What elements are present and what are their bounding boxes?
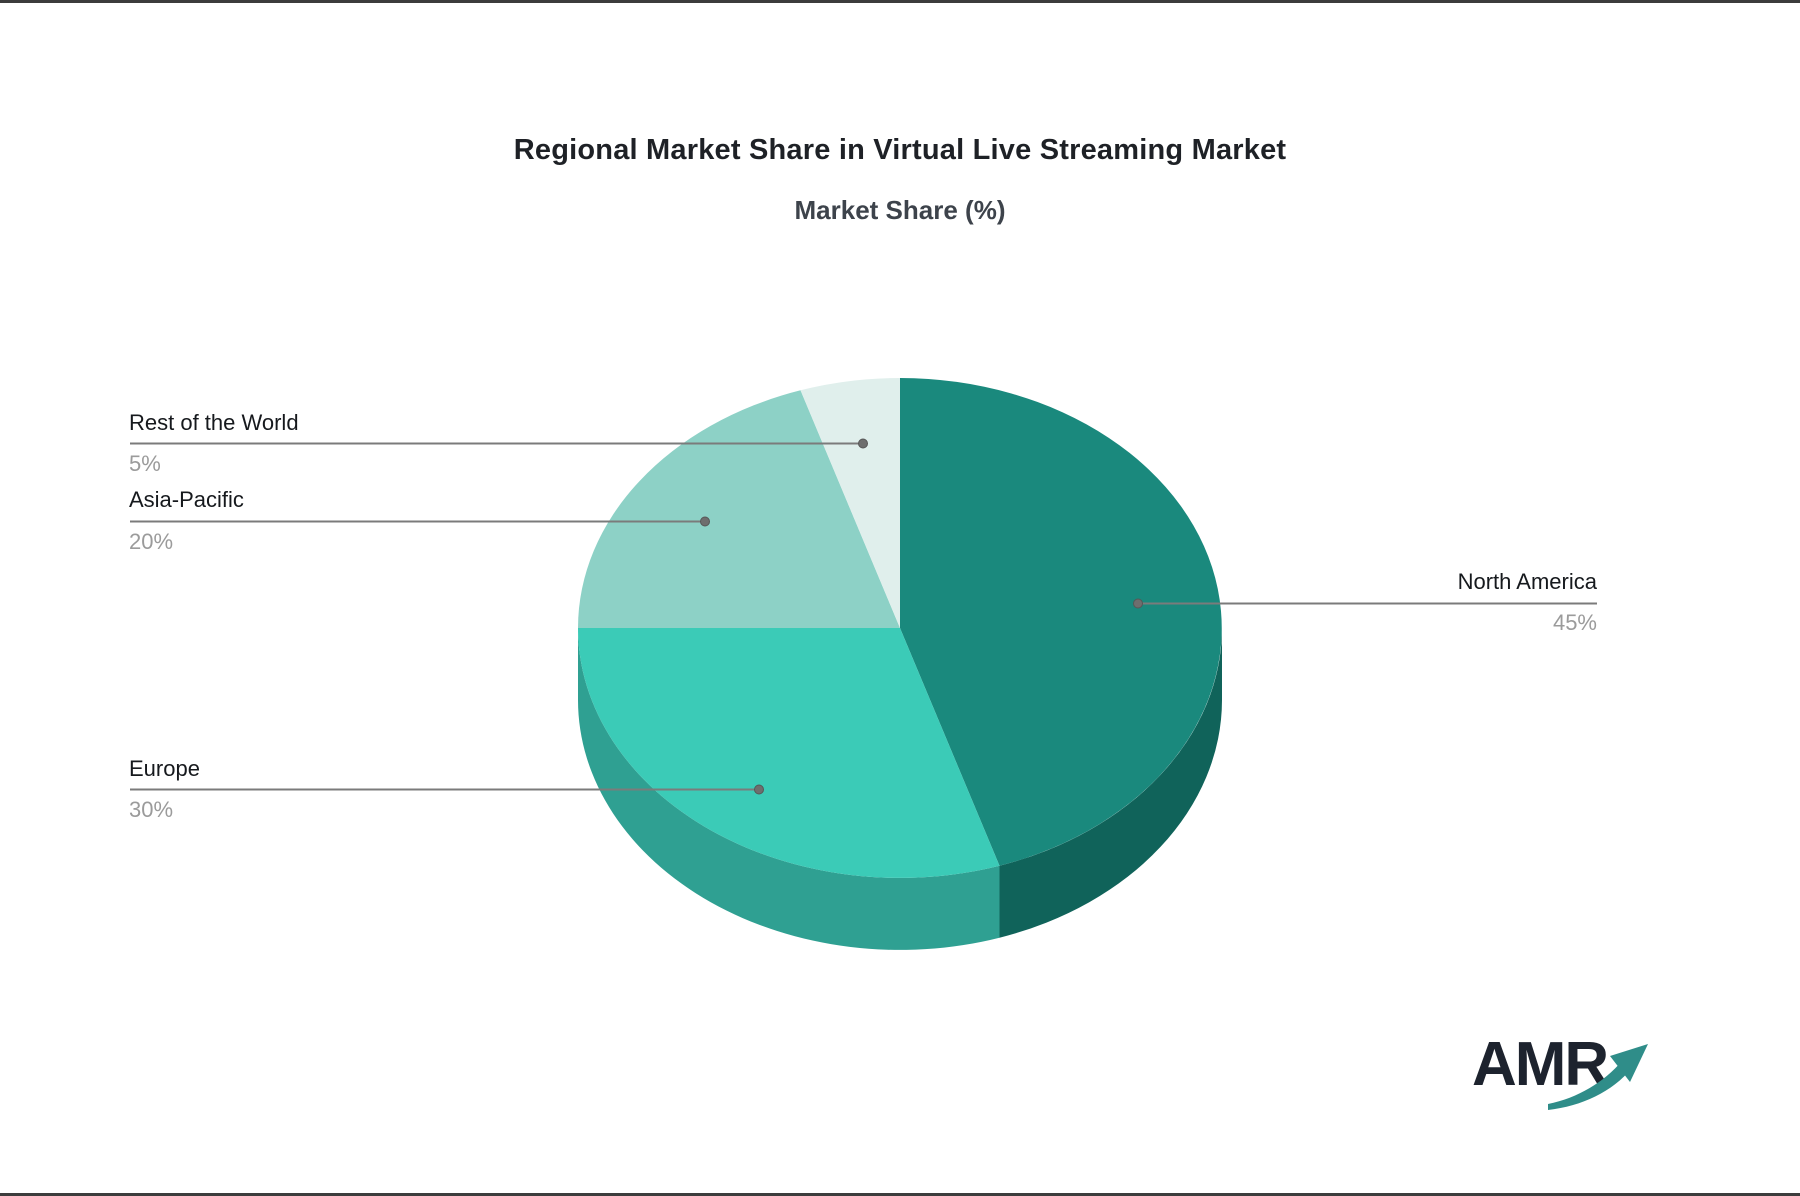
slice-pct-north-america: 45%	[1552, 610, 1597, 635]
amr-arrow-swoosh	[1548, 1061, 1632, 1110]
top-border	[0, 0, 1800, 3]
slice-label-europe: Europe	[129, 756, 200, 781]
amr-logo-text: AMR	[1472, 1030, 1609, 1099]
chart-subtitle: Market Share (%)	[794, 195, 1006, 225]
amr-arrow-head	[1610, 1044, 1648, 1082]
pie-slice-north-america[interactable]	[900, 378, 1222, 866]
pie-side-north-america	[999, 628, 1222, 938]
slice-label-rest-of-world: Rest of the World	[129, 410, 299, 435]
chart-title: Regional Market Share in Virtual Live St…	[513, 134, 1287, 166]
slice-label-north-america: North America	[1457, 569, 1597, 594]
amr-logo: AMR	[1472, 1030, 1682, 1125]
amr-logo-arrow-icon	[1548, 1044, 1648, 1110]
leader-dot-asia-pacific	[700, 516, 710, 527]
leader-dot-europe	[754, 784, 764, 795]
pie-side-europe	[578, 628, 1000, 950]
leader-dot-north-america	[1133, 598, 1143, 609]
leader-dot-rest-of-world	[858, 438, 868, 449]
pie-slice-europe[interactable]	[578, 628, 1000, 878]
slice-label-asia-pacific: Asia-Pacific	[129, 487, 244, 512]
slice-pct-rest-of-world: 5%	[129, 451, 161, 476]
slice-pct-asia-pacific: 20%	[129, 529, 174, 554]
pie-slice-asia-pacific[interactable]	[578, 390, 900, 628]
bottom-border	[0, 1193, 1800, 1196]
pie-slice-rest-of-world[interactable]	[800, 378, 901, 628]
slice-pct-europe: 30%	[129, 797, 174, 822]
